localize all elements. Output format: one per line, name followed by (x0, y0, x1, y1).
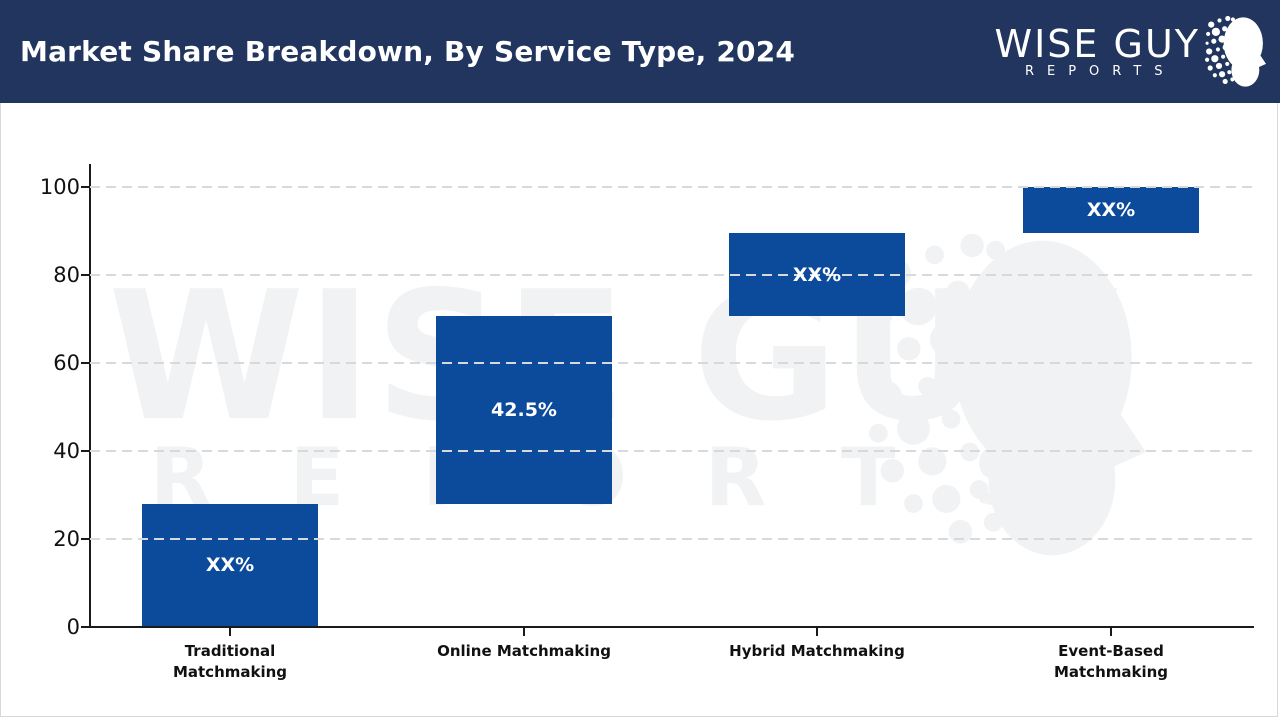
y-tick-label: 20 (53, 526, 80, 551)
bar-segment (142, 503, 318, 627)
x-category-label-line: Traditional (184, 642, 276, 660)
gridline (90, 537, 1253, 540)
y-axis-spine (89, 164, 91, 628)
x-tick (229, 628, 231, 636)
y-tick-label: 60 (53, 350, 80, 375)
x-category-label-line: Hybrid Matchmaking (729, 642, 905, 660)
x-category-label: Online Matchmaking (384, 641, 664, 662)
brand-logo: WISE GUY REPORTS (995, 10, 1266, 94)
x-category-label: Hybrid Matchmaking (677, 641, 957, 662)
x-category-label-line: Event-Based (1058, 642, 1164, 660)
x-category-label: Traditional Matchmaking (90, 641, 370, 683)
page-title: Market Share Breakdown, By Service Type,… (20, 35, 796, 68)
bar-value-label: XX% (1086, 198, 1136, 221)
x-tick (816, 628, 818, 636)
gridline (90, 361, 1253, 364)
gridline (90, 185, 1253, 188)
x-category-label-line: Matchmaking (1053, 663, 1169, 681)
x-category-label: Event-Based Matchmaking (971, 641, 1251, 683)
bar-segment (1023, 186, 1199, 233)
y-tick-label: 80 (53, 262, 80, 287)
chart-frame-border (0, 103, 1278, 717)
y-tick (81, 185, 89, 188)
bar-value-label: XX% (205, 554, 255, 577)
y-tick (81, 273, 89, 276)
x-category-label-line: Matchmaking (172, 663, 288, 681)
y-tick-label: 100 (39, 174, 80, 199)
head-profile-icon (1204, 10, 1266, 94)
x-category-label-line: Online Matchmaking (437, 642, 611, 660)
y-tick-label: 40 (53, 438, 80, 463)
header-banner: Market Share Breakdown, By Service Type,… (0, 0, 1280, 103)
bar-value-label: XX% (792, 263, 842, 286)
gridline (90, 273, 1253, 276)
x-axis-line (89, 626, 1254, 628)
bar-segment (436, 316, 612, 504)
y-tick-label: 0 (66, 615, 80, 639)
brand-subtitle: REPORTS (1024, 63, 1176, 79)
x-tick (523, 628, 525, 636)
brand-text: WISE GUY REPORTS (995, 24, 1200, 80)
y-tick (81, 537, 89, 540)
y-tick (81, 626, 89, 628)
bar-value-label: 42.5% (491, 399, 557, 422)
brand-name: WISE GUY (994, 21, 1200, 66)
gridline (90, 449, 1253, 452)
y-tick (81, 449, 89, 452)
x-tick (1110, 628, 1112, 636)
y-tick (81, 361, 89, 364)
